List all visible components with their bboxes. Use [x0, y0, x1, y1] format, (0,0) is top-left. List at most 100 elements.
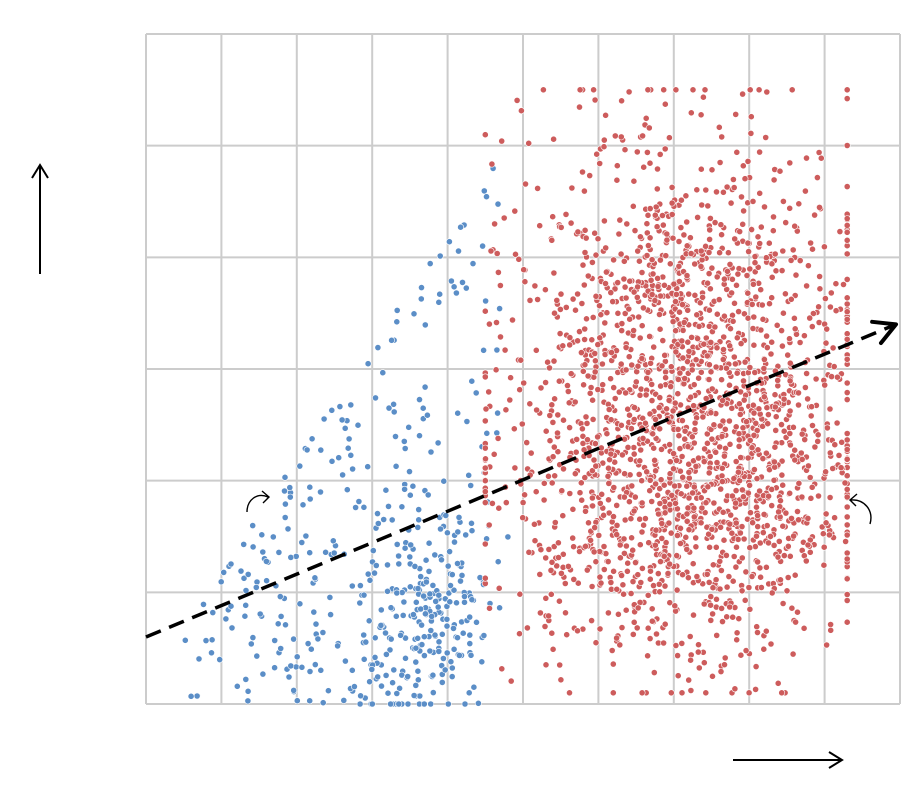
red-point — [605, 479, 613, 487]
red-point — [710, 499, 718, 507]
red-point — [761, 356, 768, 363]
red-point — [716, 557, 724, 565]
red-point — [566, 424, 573, 431]
red-point — [729, 492, 736, 500]
red-point — [756, 148, 763, 156]
red-point — [843, 228, 851, 236]
red-point — [630, 507, 638, 515]
red-point — [809, 422, 816, 429]
red-point — [777, 576, 784, 584]
red-point — [548, 558, 556, 566]
red-point — [600, 136, 608, 144]
blue-point — [425, 539, 433, 547]
red-point — [843, 591, 851, 598]
red-point — [688, 433, 696, 441]
red-point — [634, 571, 642, 579]
red-point — [550, 543, 558, 550]
red-point — [646, 234, 654, 242]
blue-point — [241, 612, 249, 620]
red-point — [671, 482, 678, 490]
red-point — [592, 462, 600, 470]
red-point — [493, 250, 501, 257]
red-point — [581, 226, 589, 234]
red-point — [507, 374, 514, 382]
blue-point — [448, 673, 456, 680]
up-arrow-icon — [31, 163, 49, 274]
red-point — [843, 294, 851, 302]
red-point — [702, 186, 710, 194]
blue-point — [362, 638, 370, 646]
red-point — [647, 567, 654, 575]
blue-point — [348, 666, 356, 674]
red-point — [626, 277, 634, 285]
red-point — [555, 377, 563, 385]
blue-point — [432, 598, 440, 605]
red-point — [837, 464, 845, 472]
red-point — [546, 364, 553, 372]
red-point — [592, 251, 600, 259]
red-point — [631, 404, 638, 411]
red-point — [672, 86, 680, 94]
red-point — [630, 416, 638, 423]
red-point — [787, 295, 795, 303]
red-point — [701, 445, 708, 453]
red-point — [666, 260, 674, 268]
blue-point — [364, 463, 372, 471]
red-point — [633, 368, 641, 376]
red-point — [573, 435, 581, 443]
red-point — [634, 283, 641, 291]
blue-point — [454, 560, 461, 567]
red-point — [521, 278, 529, 286]
red-point — [843, 493, 851, 501]
red-point — [731, 299, 738, 307]
blue-point — [263, 577, 270, 585]
red-point — [760, 511, 768, 518]
red-point — [664, 570, 672, 577]
red-point — [626, 498, 633, 506]
blue-point — [319, 629, 327, 636]
red-point — [709, 610, 716, 618]
red-point — [618, 320, 626, 327]
red-point — [607, 375, 614, 383]
red-point — [592, 639, 600, 647]
red-point — [717, 523, 724, 531]
blue-point — [181, 636, 189, 644]
red-point — [721, 425, 729, 433]
red-point — [768, 294, 776, 302]
red-point — [727, 325, 734, 333]
red-point — [680, 231, 688, 239]
red-point — [743, 272, 751, 279]
red-point — [568, 184, 576, 192]
red-point — [820, 561, 828, 569]
red-point — [778, 421, 785, 428]
red-point — [843, 521, 851, 529]
red-point — [648, 605, 656, 613]
blue-point — [281, 487, 288, 495]
red-point — [579, 367, 587, 375]
red-point — [747, 129, 755, 137]
red-point — [576, 86, 584, 94]
red-point — [784, 574, 792, 581]
blue-point — [438, 679, 446, 686]
blue-point — [281, 514, 289, 521]
red-point — [482, 405, 490, 413]
red-point — [770, 213, 777, 221]
blue-point — [369, 547, 377, 554]
red-point — [602, 244, 610, 252]
red-point — [592, 292, 600, 300]
red-point — [843, 250, 851, 258]
blue-point — [366, 576, 374, 584]
red-point — [806, 314, 814, 322]
red-point — [772, 426, 780, 434]
red-point — [711, 323, 719, 331]
red-point — [516, 630, 523, 638]
red-point — [614, 279, 622, 286]
red-point — [796, 339, 804, 346]
red-point — [751, 253, 759, 260]
red-point — [840, 281, 847, 288]
red-point — [633, 624, 641, 632]
red-point — [644, 652, 651, 660]
red-point — [574, 228, 582, 236]
blue-point — [328, 406, 336, 414]
red-point — [518, 420, 526, 428]
